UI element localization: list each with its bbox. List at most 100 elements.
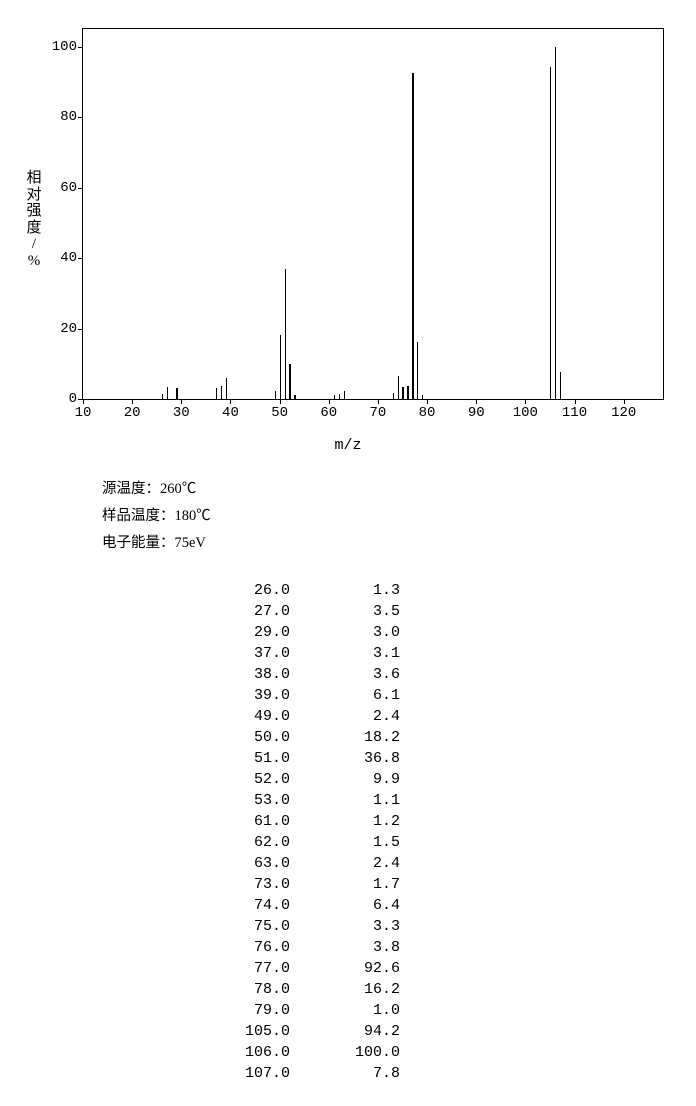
table-row: 37.03.1 — [0, 643, 696, 664]
spectrum-peak — [560, 372, 561, 399]
cell-mz: 77.0 — [0, 958, 290, 979]
cell-intensity: 7.8 — [290, 1063, 400, 1084]
spectrum-peak — [412, 73, 413, 399]
cell-mz: 73.0 — [0, 874, 290, 895]
table-row: 52.09.9 — [0, 769, 696, 790]
table-row: 49.02.4 — [0, 706, 696, 727]
x-tick-mark — [378, 399, 379, 404]
spectrum-peak — [280, 335, 281, 399]
table-row: 75.03.3 — [0, 916, 696, 937]
cell-mz: 52.0 — [0, 769, 290, 790]
cell-intensity: 92.6 — [290, 958, 400, 979]
meta-label: 样品温度： — [102, 508, 175, 524]
x-tick-mark — [230, 399, 231, 404]
cell-mz: 38.0 — [0, 664, 290, 685]
spectrum-peak — [294, 395, 295, 399]
cell-intensity: 1.3 — [290, 580, 400, 601]
plot-area: 020406080100102030405060708090100110120 — [82, 28, 664, 400]
meta-value: 75eV — [175, 535, 206, 551]
spectrum-peak — [339, 394, 340, 399]
meta-value: 260℃ — [160, 481, 196, 497]
cell-mz: 74.0 — [0, 895, 290, 916]
spectrum-peak — [275, 391, 276, 399]
spectrum-peak — [221, 386, 222, 399]
x-tick-mark — [427, 399, 428, 404]
table-row: 63.02.4 — [0, 853, 696, 874]
y-axis-label: 相对强度/% — [26, 170, 42, 269]
cell-intensity: 3.1 — [290, 643, 400, 664]
x-tick-mark — [525, 399, 526, 404]
cell-mz: 51.0 — [0, 748, 290, 769]
spectrum-peak — [162, 394, 163, 399]
cell-intensity: 2.4 — [290, 853, 400, 874]
spectrum-peak — [285, 269, 286, 399]
table-row: 26.01.3 — [0, 580, 696, 601]
cell-mz: 75.0 — [0, 916, 290, 937]
cell-mz: 107.0 — [0, 1063, 290, 1084]
spectrum-peak — [344, 391, 345, 399]
table-row: 107.07.8 — [0, 1063, 696, 1084]
y-label-char: 强 — [26, 203, 42, 220]
meta-electron-energy: 电子能量：75eV — [102, 530, 696, 557]
y-label-char: % — [26, 253, 42, 270]
meta-source-temp: 源温度：260℃ — [102, 476, 696, 503]
spectrum-peak — [422, 395, 423, 399]
x-tick-mark — [132, 399, 133, 404]
y-label-char: / — [26, 236, 42, 253]
spectrum-peak — [167, 387, 168, 399]
cell-intensity: 94.2 — [290, 1021, 400, 1042]
spectrum-peak — [334, 395, 335, 399]
cell-intensity: 1.0 — [290, 1000, 400, 1021]
table-row: 79.01.0 — [0, 1000, 696, 1021]
cell-mz: 62.0 — [0, 832, 290, 853]
cell-mz: 106.0 — [0, 1042, 290, 1063]
cell-intensity: 100.0 — [290, 1042, 400, 1063]
mass-spectrum-chart: 相对强度/% 020406080100102030405060708090100… — [0, 0, 696, 460]
y-tick-mark — [78, 47, 83, 48]
meta-value: 180℃ — [175, 508, 211, 524]
table-row: 61.01.2 — [0, 811, 696, 832]
table-row: 51.036.8 — [0, 748, 696, 769]
metadata-block: 源温度：260℃ 样品温度：180℃ 电子能量：75eV — [102, 476, 696, 556]
spectrum-peak — [417, 342, 418, 399]
y-label-char: 对 — [26, 187, 42, 204]
cell-intensity: 1.2 — [290, 811, 400, 832]
x-axis-label: m/z — [334, 437, 361, 454]
y-tick-mark — [78, 117, 83, 118]
spectrum-peak — [402, 387, 403, 399]
cell-mz: 76.0 — [0, 937, 290, 958]
y-tick-mark — [78, 258, 83, 259]
cell-mz: 39.0 — [0, 685, 290, 706]
cell-mz: 105.0 — [0, 1021, 290, 1042]
spectrum-peak — [407, 386, 408, 399]
cell-mz: 49.0 — [0, 706, 290, 727]
cell-intensity: 16.2 — [290, 979, 400, 1000]
table-row: 50.018.2 — [0, 727, 696, 748]
cell-intensity: 3.0 — [290, 622, 400, 643]
cell-mz: 27.0 — [0, 601, 290, 622]
table-row: 78.016.2 — [0, 979, 696, 1000]
y-tick-mark — [78, 329, 83, 330]
page-container: 相对强度/% 020406080100102030405060708090100… — [0, 0, 696, 1084]
cell-mz: 61.0 — [0, 811, 290, 832]
table-row: 53.01.1 — [0, 790, 696, 811]
y-label-char: 相 — [26, 170, 42, 187]
table-row: 76.03.8 — [0, 937, 696, 958]
cell-intensity: 9.9 — [290, 769, 400, 790]
cell-intensity: 1.5 — [290, 832, 400, 853]
cell-mz: 37.0 — [0, 643, 290, 664]
meta-label: 电子能量： — [102, 535, 175, 551]
x-tick-mark — [624, 399, 625, 404]
cell-intensity: 3.8 — [290, 937, 400, 958]
x-tick-mark — [476, 399, 477, 404]
x-tick-mark — [280, 399, 281, 404]
spectrum-peak — [176, 388, 177, 399]
y-label-char: 度 — [26, 220, 42, 237]
meta-sample-temp: 样品温度：180℃ — [102, 503, 696, 530]
table-row: 29.03.0 — [0, 622, 696, 643]
table-row: 62.01.5 — [0, 832, 696, 853]
peak-table: 26.01.327.03.529.03.037.03.138.03.639.06… — [0, 580, 696, 1084]
cell-intensity: 36.8 — [290, 748, 400, 769]
cell-intensity: 3.6 — [290, 664, 400, 685]
table-row: 105.094.2 — [0, 1021, 696, 1042]
